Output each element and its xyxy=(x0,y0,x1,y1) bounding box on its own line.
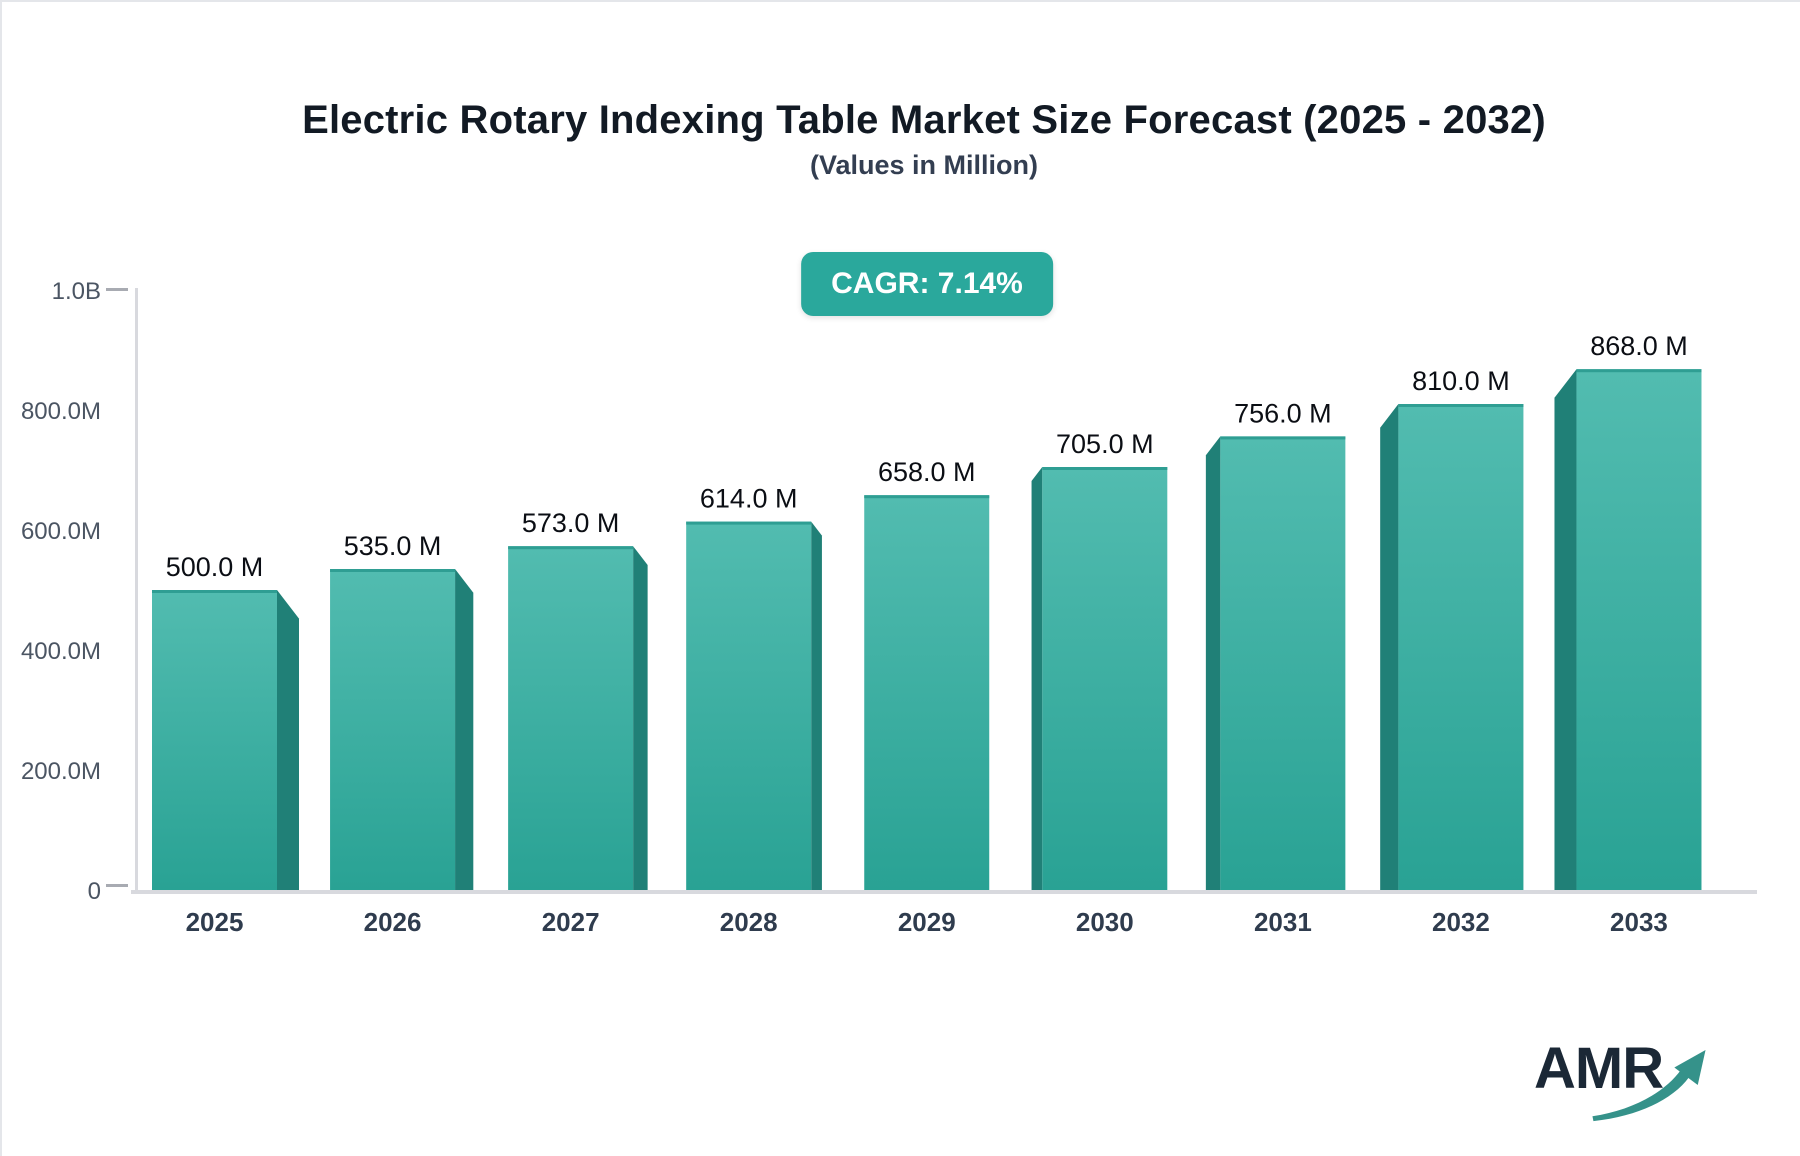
y-tick-dash xyxy=(106,884,128,887)
y-axis-label: 200.0M xyxy=(21,758,101,785)
chart-title: Electric Rotary Indexing Table Market Si… xyxy=(302,98,1546,142)
x-axis-label: 2029 xyxy=(898,907,956,937)
x-axis-label: 2030 xyxy=(1076,907,1134,937)
bar-face xyxy=(1398,404,1524,890)
bar-2028[interactable]: 614.0 M 2028 xyxy=(686,484,822,937)
bar-value-label: 756.0 M xyxy=(1234,398,1332,428)
bar-2027[interactable]: 573.0 M 2027 xyxy=(508,508,648,937)
bar-face xyxy=(1576,369,1702,890)
bar-value-label: 614.0 M xyxy=(700,484,798,514)
bar-value-label: 535.0 M xyxy=(344,531,442,561)
bar-face xyxy=(330,569,456,890)
bar-top-edge xyxy=(1042,467,1168,470)
x-axis-label: 2028 xyxy=(720,907,778,937)
bar-top-edge xyxy=(1576,369,1702,373)
x-axis-label: 2027 xyxy=(542,907,600,937)
bar-face xyxy=(508,546,634,890)
bar-top-edge xyxy=(152,590,277,593)
y-axis-label: 400.0M xyxy=(21,638,101,665)
x-axis-label: 2032 xyxy=(1432,907,1490,937)
y-axis-label: 800.0M xyxy=(21,398,101,425)
x-axis-label: 2031 xyxy=(1254,907,1312,937)
bar-value-label: 500.0 M xyxy=(166,552,264,582)
bar-3d-side xyxy=(277,590,299,890)
y-axis-label: 600.0M xyxy=(21,518,101,545)
bar-top-edge xyxy=(1398,404,1524,407)
bar-2033[interactable]: 868.0 M 2033 xyxy=(1554,331,1702,937)
bar-3d-side xyxy=(1554,369,1577,890)
bar-2026[interactable]: 535.0 M 2026 xyxy=(330,531,474,937)
bar-2031[interactable]: 756.0 M 2031 xyxy=(1205,398,1346,937)
bar-face xyxy=(686,521,812,890)
growth-arrow-icon xyxy=(1592,1049,1706,1122)
bar-value-label: 810.0 M xyxy=(1412,366,1510,396)
cagr-badge: CAGR: 7.14% xyxy=(801,252,1053,316)
y-tick-dash xyxy=(106,288,128,291)
chart-subtitle: (Values in Million) xyxy=(809,150,1039,180)
bar-2029[interactable]: 658.0 M 2029 xyxy=(864,457,990,937)
amr-logo-text: AMR xyxy=(1534,1036,1664,1101)
y-axis-label: 1.0B xyxy=(52,278,101,305)
bar-3d-side xyxy=(811,521,822,890)
bar-face xyxy=(1042,467,1168,890)
bar-value-label: 705.0 M xyxy=(1056,429,1154,459)
growth-arrow-body xyxy=(1592,1069,1689,1122)
bar-3d-side xyxy=(633,546,648,890)
bar-3d-side xyxy=(1380,404,1399,890)
amr-logo: AMR xyxy=(1534,1038,1724,1124)
bar-3d-side xyxy=(1031,467,1043,890)
bar-top-edge xyxy=(1220,436,1346,440)
bar-face xyxy=(864,495,990,890)
bar-top-edge xyxy=(686,521,812,525)
bar-3d-side xyxy=(455,569,474,890)
bar-value-label: 658.0 M xyxy=(878,457,976,487)
bar-top-edge xyxy=(508,546,634,550)
x-axis-label: 2026 xyxy=(364,907,422,937)
x-axis-label: 2033 xyxy=(1610,907,1668,937)
bar-2025[interactable]: 500.0 M 2025 xyxy=(152,552,299,937)
y-axis-line xyxy=(135,288,138,892)
bar-2032[interactable]: 810.0 M 2032 xyxy=(1380,366,1524,937)
y-axis-label: 0 xyxy=(88,878,101,905)
bar-top-edge xyxy=(330,569,456,572)
x-axis-line xyxy=(131,890,1757,894)
bar-2030[interactable]: 705.0 M 2030 xyxy=(1031,429,1168,937)
bar-face xyxy=(152,590,277,890)
bar-value-label: 573.0 M xyxy=(522,508,620,538)
bar-3d-side xyxy=(1205,436,1221,890)
growth-arrow-head xyxy=(1674,1049,1706,1086)
bar-top-edge xyxy=(864,495,990,499)
bar-value-label: 868.0 M xyxy=(1590,331,1688,361)
x-axis-label: 2025 xyxy=(186,907,244,937)
bar-face xyxy=(1220,436,1346,890)
